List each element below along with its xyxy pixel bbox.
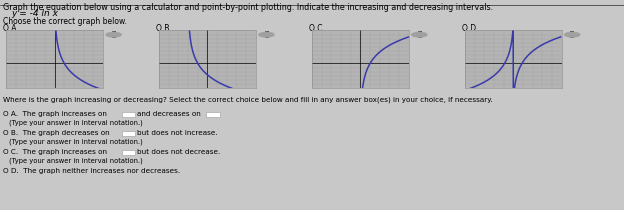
Text: O D.  The graph neither increases nor decreases.: O D. The graph neither increases nor dec… (3, 168, 180, 174)
FancyBboxPatch shape (206, 112, 220, 117)
Text: Choose the correct graph below.: Choose the correct graph below. (3, 17, 127, 26)
FancyBboxPatch shape (122, 150, 135, 155)
Text: O C: O C (309, 24, 323, 33)
Text: O A.  The graph increases on: O A. The graph increases on (3, 111, 107, 117)
Text: and decreases on: and decreases on (137, 111, 201, 117)
FancyBboxPatch shape (122, 112, 135, 117)
Text: but does not decrease.: but does not decrease. (137, 149, 220, 155)
Text: 🔍: 🔍 (112, 30, 115, 37)
Text: O A: O A (3, 24, 17, 33)
Text: O D: O D (462, 24, 476, 33)
Text: 🔍: 🔍 (417, 30, 421, 37)
Text: y = -4 ln x: y = -4 ln x (11, 9, 58, 18)
Text: O C.  The graph increases on: O C. The graph increases on (3, 149, 107, 155)
Text: O B.  The graph decreases on: O B. The graph decreases on (3, 130, 110, 136)
Text: but does not increase.: but does not increase. (137, 130, 218, 136)
Text: O B: O B (156, 24, 169, 33)
Text: (Type your answer in interval notation.): (Type your answer in interval notation.) (9, 120, 143, 126)
Text: (Type your answer in interval notation.): (Type your answer in interval notation.) (9, 139, 143, 145)
Text: 🔍: 🔍 (570, 30, 574, 37)
Text: Where is the graph increasing or decreasing? Select the correct choice below and: Where is the graph increasing or decreas… (3, 97, 493, 103)
Text: 🔍: 🔍 (265, 30, 268, 37)
FancyBboxPatch shape (122, 131, 135, 136)
Text: (Type your answer in interval notation.): (Type your answer in interval notation.) (9, 158, 143, 164)
Text: Graph the equation below using a calculator and point-by-point plotting. Indicat: Graph the equation below using a calcula… (3, 3, 493, 12)
